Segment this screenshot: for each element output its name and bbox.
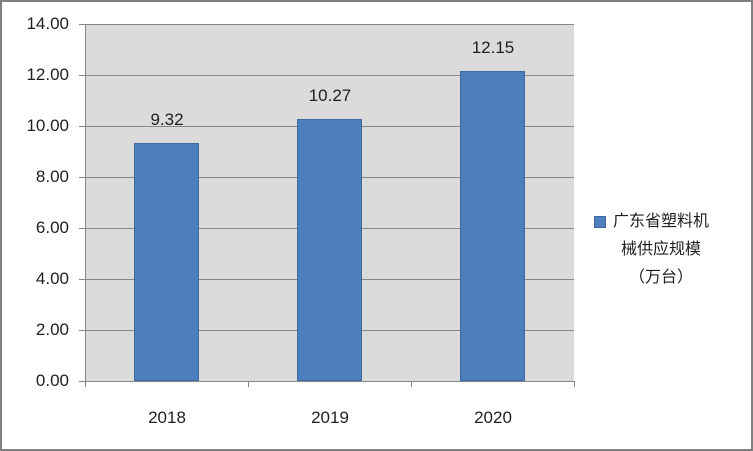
bar-2020 bbox=[460, 71, 525, 381]
y-axis-label: 8.00 bbox=[35, 167, 69, 186]
y-axis-tick bbox=[79, 24, 85, 25]
legend-label-line: 械供应规模 bbox=[620, 241, 701, 258]
legend-label-line: 广东省塑料机 bbox=[612, 213, 709, 230]
x-axis-label-2018: 2018 bbox=[148, 408, 186, 427]
x-axis-tick bbox=[85, 382, 86, 387]
y-axis-label: 10.00 bbox=[26, 116, 69, 135]
x-axis-label-2019: 2019 bbox=[311, 408, 349, 427]
legend-marker-square bbox=[594, 216, 606, 228]
x-axis-tick bbox=[411, 382, 412, 387]
y-axis-tick bbox=[79, 228, 85, 229]
y-axis-label: 2.00 bbox=[35, 320, 69, 339]
x-axis-tick bbox=[248, 382, 249, 387]
y-axis-tick bbox=[79, 177, 85, 178]
gridline bbox=[85, 75, 574, 76]
y-axis-tick bbox=[79, 75, 85, 76]
x-axis-tick bbox=[574, 382, 575, 387]
y-axis-label: 6.00 bbox=[35, 218, 69, 237]
y-axis-line bbox=[85, 24, 86, 381]
legend: 广东省塑料机 械供应规模 （万台） bbox=[594, 208, 714, 292]
legend-label-line: （万台） bbox=[628, 269, 693, 286]
bar-2018 bbox=[134, 143, 199, 381]
y-axis-label: 14.00 bbox=[26, 14, 69, 33]
y-axis-label: 0.00 bbox=[35, 371, 69, 390]
y-axis-label: 12.00 bbox=[26, 65, 69, 84]
gridline bbox=[85, 24, 574, 25]
y-axis-label: 4.00 bbox=[35, 269, 69, 288]
bar-2019 bbox=[297, 119, 362, 381]
y-axis-tick bbox=[79, 330, 85, 331]
legend-series-label: 广东省塑料机 械供应规模 （万台） bbox=[608, 208, 714, 292]
data-label-2020: 12.15 bbox=[471, 38, 515, 57]
data-label-2019: 10.27 bbox=[308, 86, 352, 105]
y-axis-tick bbox=[79, 126, 85, 127]
x-axis-line bbox=[85, 381, 575, 382]
x-axis-label-2020: 2020 bbox=[474, 408, 512, 427]
y-axis-tick bbox=[79, 381, 85, 382]
y-axis-tick bbox=[79, 279, 85, 280]
data-label-2018: 9.32 bbox=[150, 110, 184, 129]
